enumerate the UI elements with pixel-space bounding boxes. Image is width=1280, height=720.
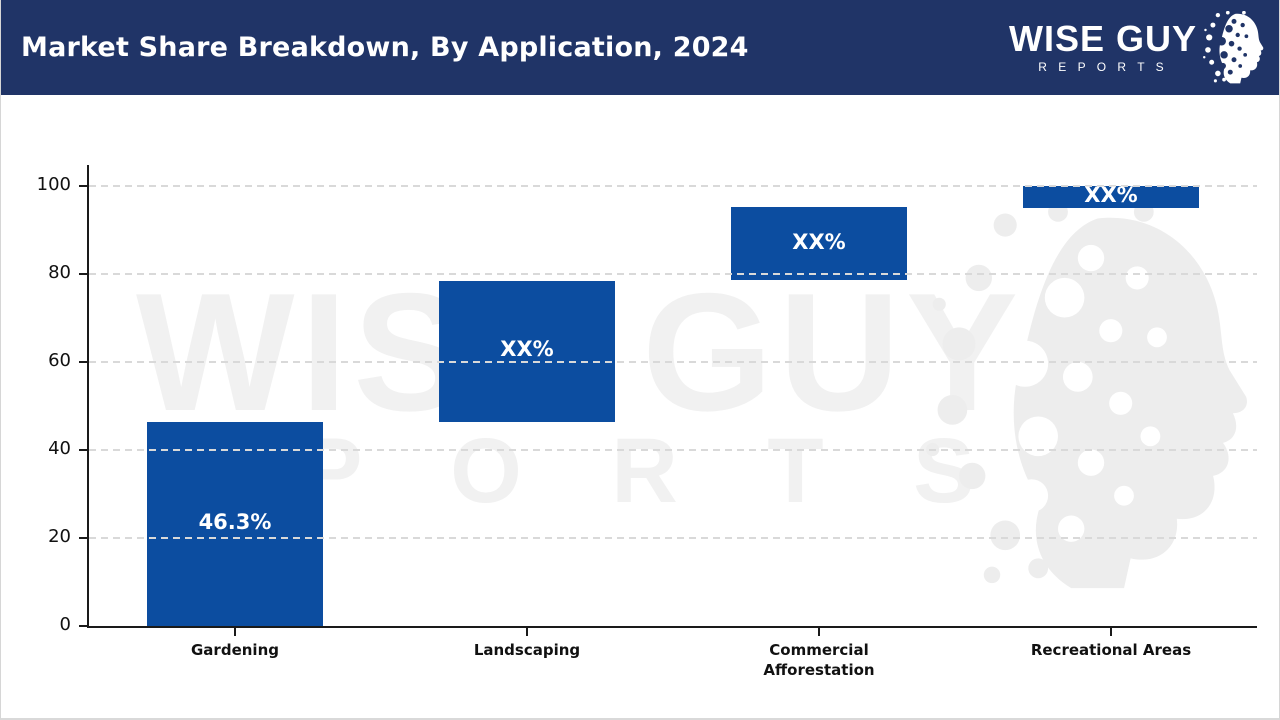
gridline-80: [89, 273, 1257, 275]
ytick-80: [79, 273, 89, 275]
ytick-label-80: 80: [48, 262, 71, 283]
xlabel-recreational-areas: Recreational Areas: [1030, 641, 1192, 659]
ytick-0: [79, 625, 89, 627]
bar-value-label: XX%: [1084, 183, 1138, 207]
wiseguy-head-icon: [1203, 10, 1265, 85]
report-header: Market Share Breakdown, By Application, …: [1, 0, 1279, 95]
ytick-40: [79, 449, 89, 451]
bar-gardening: [147, 422, 323, 626]
xlabel-commercial-afforestation: Commercial Afforestation: [763, 641, 875, 680]
bar-value-label: XX%: [500, 337, 554, 362]
ytick-100: [79, 185, 89, 187]
gridline-60: [89, 361, 1257, 363]
xtick-3: [1110, 628, 1112, 636]
ytick-20: [79, 537, 89, 539]
gridline-100: [89, 185, 1257, 187]
gridline-40: [89, 449, 1257, 451]
gridline-20: [89, 537, 1257, 539]
xtick-0: [234, 628, 236, 636]
logo-reports-text: R E P O R T S: [1038, 60, 1168, 74]
y-axis-line: [87, 165, 89, 628]
bar-commercial-afforestation: [731, 207, 907, 281]
xtick-1: [526, 628, 528, 636]
x-axis-line: [87, 626, 1257, 628]
bar-value-label: 46.3%: [198, 510, 272, 535]
bar-value-label: XX%: [792, 229, 846, 254]
ytick-label-40: 40: [48, 438, 71, 459]
xlabel-landscaping: Landscaping: [473, 641, 581, 659]
ytick-label-100: 100: [36, 174, 71, 195]
ytick-60: [79, 361, 89, 363]
logo-wordmark: WISE GUY R E P O R T S: [1008, 18, 1197, 75]
xtick-2: [818, 628, 820, 636]
bar-landscaping: [439, 280, 615, 423]
wiseguy-logo: WISE GUY R E P O R T S: [1008, 10, 1265, 85]
ytick-label-0: 0: [59, 614, 71, 635]
logo-brand-text: WISE GUY: [1008, 18, 1197, 59]
xlabel-gardening: Gardening: [191, 641, 279, 659]
ytick-label-20: 20: [48, 526, 71, 547]
page-title: Market Share Breakdown, By Application, …: [21, 32, 749, 63]
ytick-label-60: 60: [48, 350, 71, 371]
